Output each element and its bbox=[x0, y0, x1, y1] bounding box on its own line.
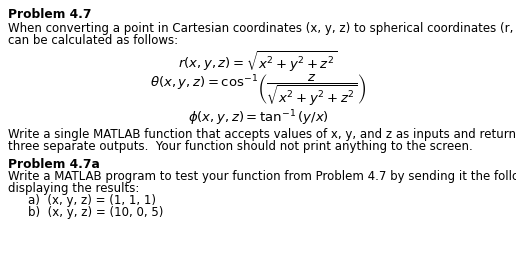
Text: Problem 4.7a: Problem 4.7a bbox=[8, 158, 100, 171]
Text: displaying the results:: displaying the results: bbox=[8, 182, 139, 195]
Text: Problem 4.7: Problem 4.7 bbox=[8, 8, 91, 21]
Text: b)  (x, y, z) = (10, 0, 5): b) (x, y, z) = (10, 0, 5) bbox=[28, 206, 164, 219]
Text: $\theta(x, y, z) = \cos^{-1}\!\left(\dfrac{z}{\sqrt{x^2 + y^2 + z^2}}\right)$: $\theta(x, y, z) = \cos^{-1}\!\left(\dfr… bbox=[150, 73, 366, 108]
Text: $\phi(x, y, z) = \tan^{-1}(y/x)$: $\phi(x, y, z) = \tan^{-1}(y/x)$ bbox=[187, 108, 329, 128]
Text: can be calculated as follows:: can be calculated as follows: bbox=[8, 34, 178, 47]
Text: Write a MATLAB program to test your function from Problem 4.7 by sending it the : Write a MATLAB program to test your func… bbox=[8, 170, 516, 183]
Text: $r(x, y, z) = \sqrt{x^2 + y^2 + z^2}$: $r(x, y, z) = \sqrt{x^2 + y^2 + z^2}$ bbox=[179, 50, 337, 74]
Text: Write a single MATLAB function that accepts values of x, y, and z as inputs and : Write a single MATLAB function that acce… bbox=[8, 128, 516, 141]
Text: a)  (x, y, z) = (1, 1, 1): a) (x, y, z) = (1, 1, 1) bbox=[28, 194, 156, 207]
Text: When converting a point in Cartesian coordinates (x, y, z) to spherical coordina: When converting a point in Cartesian coo… bbox=[8, 22, 516, 35]
Text: three separate outputs.  Your function should not print anything to the screen.: three separate outputs. Your function sh… bbox=[8, 140, 473, 153]
